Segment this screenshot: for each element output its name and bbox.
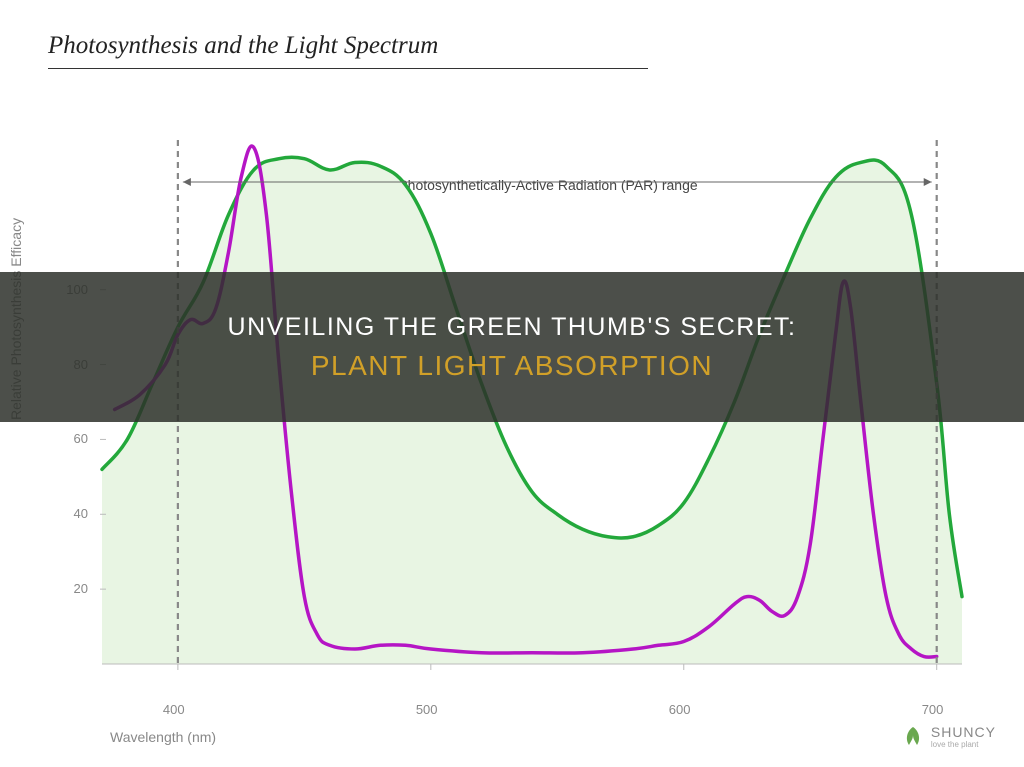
brand-name: SHUNCY	[931, 724, 996, 740]
brand-tagline: love the plant	[931, 740, 996, 749]
x-axis-label: Wavelength (nm)	[110, 729, 216, 745]
leaf-icon	[901, 725, 925, 749]
x-tick-label: 600	[669, 702, 691, 717]
x-tick-label: 400	[163, 702, 185, 717]
chart-title: Photosynthesis and the Light Spectrum	[48, 32, 648, 69]
brand-logo: SHUNCY love the plant	[901, 724, 996, 749]
x-tick-label: 700	[922, 702, 944, 717]
y-tick-label: 40	[60, 506, 88, 521]
overlay-headline-2: PLANT LIGHT ABSORPTION	[311, 350, 713, 382]
overlay-banner: UNVEILING THE GREEN THUMB'S SECRET: PLAN…	[0, 272, 1024, 422]
x-tick-label: 500	[416, 702, 438, 717]
y-tick-label: 60	[60, 431, 88, 446]
overlay-headline-1: UNVEILING THE GREEN THUMB'S SECRET:	[228, 313, 797, 342]
y-tick-label: 20	[60, 581, 88, 596]
